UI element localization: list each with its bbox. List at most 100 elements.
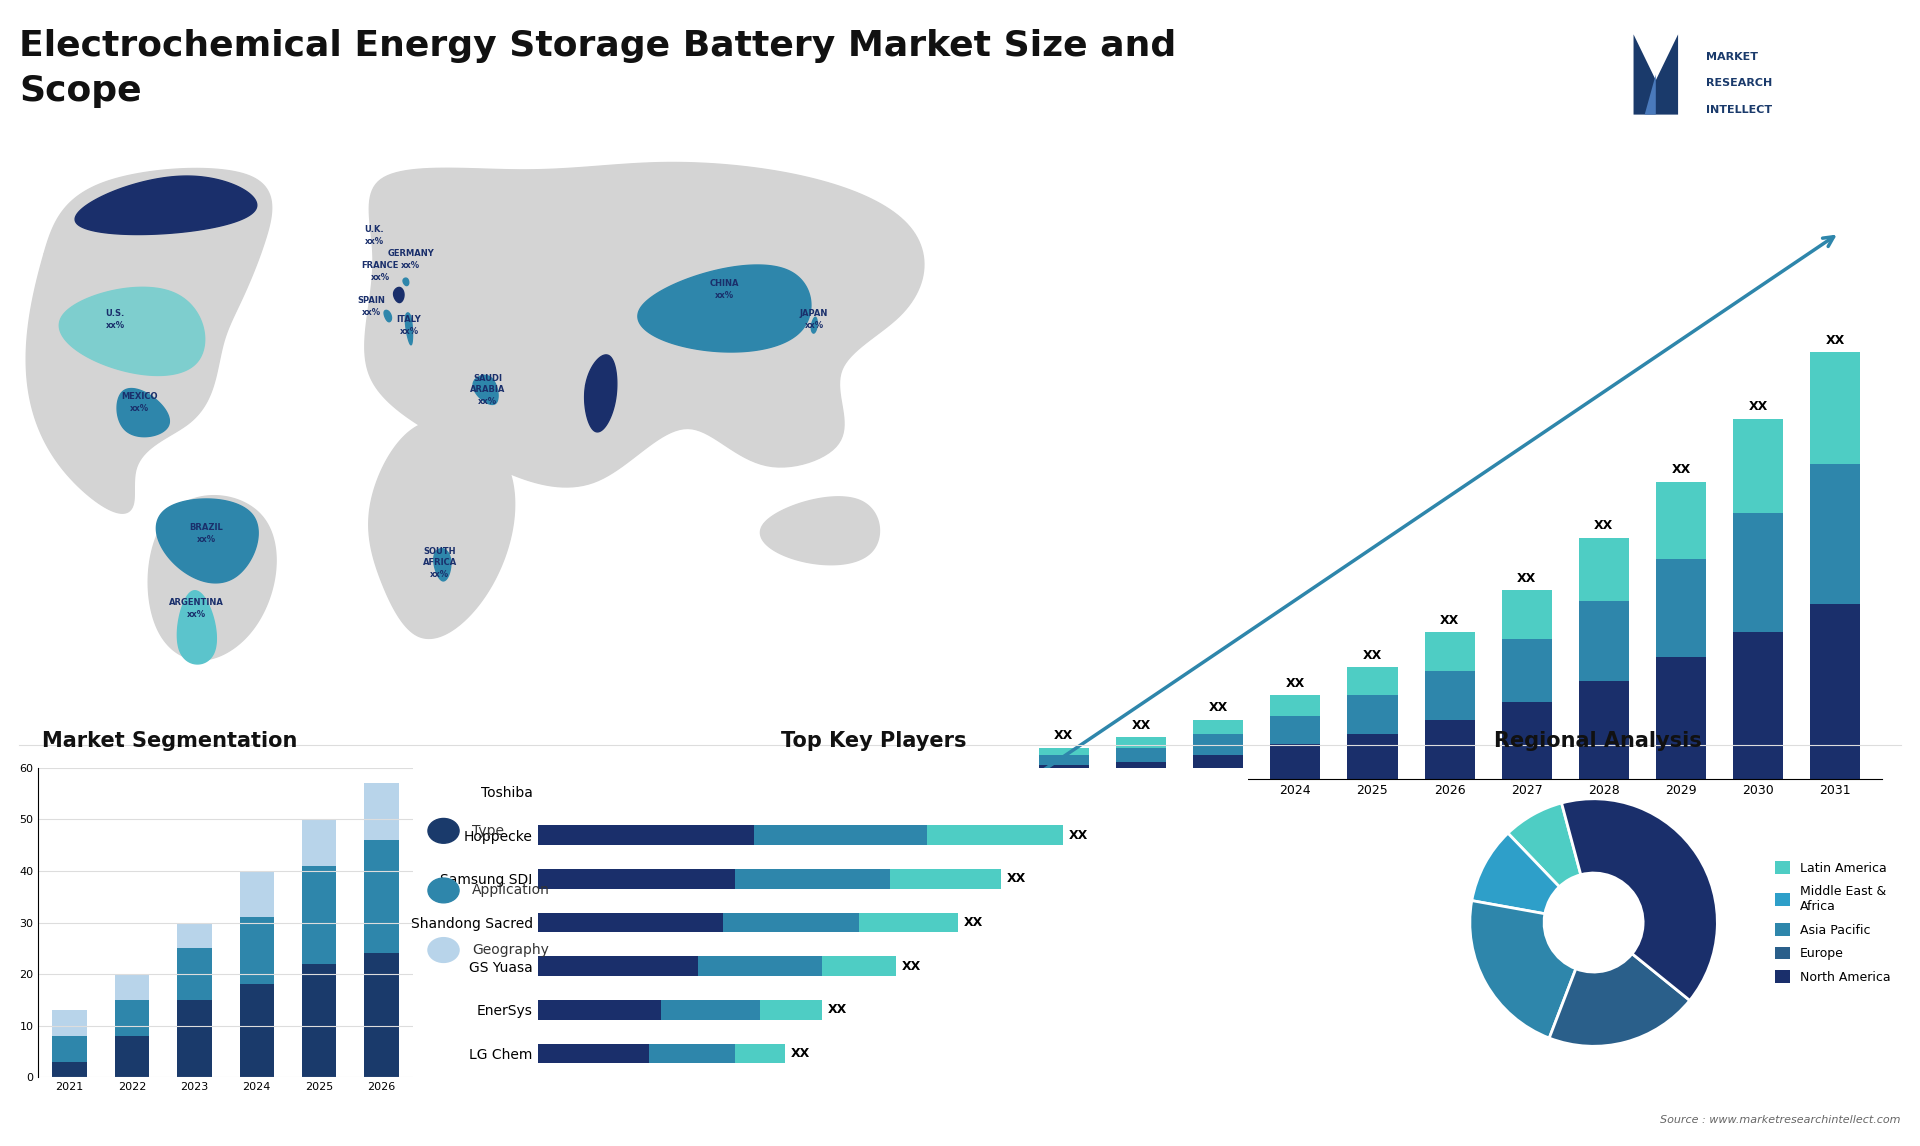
Bar — [538, 1000, 660, 1020]
Text: XX: XX — [1749, 400, 1768, 414]
Bar — [1425, 670, 1475, 720]
Text: xx%: xx% — [159, 213, 177, 222]
Text: XX: XX — [1069, 829, 1089, 842]
Bar — [1734, 419, 1784, 513]
Bar — [240, 984, 275, 1077]
Wedge shape — [1561, 799, 1716, 1000]
Polygon shape — [384, 311, 392, 322]
Bar — [1039, 766, 1089, 779]
Text: Application: Application — [472, 884, 551, 897]
Text: Source : www.marketresearchintellect.com: Source : www.marketresearchintellect.com — [1661, 1115, 1901, 1125]
Bar — [240, 871, 275, 917]
Text: XX: XX — [1208, 701, 1227, 714]
Polygon shape — [403, 278, 409, 285]
Text: ARGENTINA: ARGENTINA — [169, 598, 225, 607]
Bar — [52, 1011, 86, 1036]
Text: XX: XX — [964, 916, 983, 929]
Bar — [1811, 464, 1860, 604]
Bar — [858, 912, 958, 933]
Polygon shape — [369, 419, 515, 638]
Text: XX: XX — [1054, 729, 1073, 743]
Polygon shape — [434, 549, 451, 581]
Polygon shape — [27, 168, 273, 513]
Text: XX: XX — [1594, 519, 1613, 532]
Text: xx%: xx% — [716, 291, 733, 300]
Bar — [1655, 482, 1707, 559]
Bar — [538, 1044, 649, 1063]
Polygon shape — [148, 496, 276, 660]
Bar — [365, 953, 399, 1077]
Polygon shape — [1645, 74, 1655, 115]
Text: Market Segmentation: Market Segmentation — [42, 731, 298, 751]
Bar — [1811, 604, 1860, 779]
Text: xx%: xx% — [401, 261, 420, 270]
Text: SAUDI: SAUDI — [472, 375, 503, 384]
Text: xx%: xx% — [371, 273, 390, 282]
Text: XX: XX — [791, 1046, 810, 1060]
Bar — [1116, 748, 1165, 762]
Bar — [1501, 639, 1551, 702]
Wedge shape — [1549, 953, 1690, 1046]
Bar — [301, 819, 336, 866]
Bar — [365, 784, 399, 840]
Text: XX: XX — [1440, 614, 1459, 627]
Legend: Latin America, Middle East &
Africa, Asia Pacific, Europe, North America: Latin America, Middle East & Africa, Asi… — [1770, 856, 1895, 989]
Text: MEXICO: MEXICO — [121, 392, 157, 401]
Bar — [1501, 702, 1551, 779]
Bar — [724, 912, 858, 933]
Text: Electrochemical Energy Storage Battery Market Size and: Electrochemical Energy Storage Battery M… — [19, 29, 1177, 63]
Bar — [927, 825, 1062, 845]
Polygon shape — [75, 176, 257, 235]
Text: xx%: xx% — [399, 327, 419, 336]
Text: XX: XX — [828, 1003, 847, 1017]
Bar — [177, 949, 211, 999]
Text: xx%: xx% — [363, 307, 380, 316]
Bar — [177, 999, 211, 1077]
Bar — [1655, 657, 1707, 779]
Text: MARKET: MARKET — [1705, 52, 1759, 62]
Text: INTELLECT: INTELLECT — [1705, 105, 1772, 116]
Bar — [1039, 755, 1089, 766]
Bar — [1578, 537, 1628, 601]
Bar — [115, 1036, 150, 1077]
Polygon shape — [812, 317, 818, 333]
Polygon shape — [405, 313, 413, 345]
Bar — [52, 1036, 86, 1061]
Polygon shape — [472, 376, 497, 405]
Bar — [1116, 762, 1165, 779]
Polygon shape — [117, 388, 169, 437]
Bar — [1734, 633, 1784, 779]
Polygon shape — [394, 288, 403, 303]
Text: XX: XX — [1008, 872, 1027, 886]
Text: U.K.: U.K. — [365, 226, 384, 235]
Bar — [1348, 733, 1398, 779]
Bar — [240, 917, 275, 984]
Text: Type: Type — [472, 824, 505, 838]
Text: xx%: xx% — [131, 405, 148, 414]
Text: XX: XX — [1826, 333, 1845, 347]
Text: CANADA: CANADA — [148, 198, 188, 207]
Polygon shape — [760, 497, 879, 565]
Text: Geography: Geography — [472, 943, 549, 957]
Text: SOUTH: SOUTH — [424, 547, 455, 556]
Text: xx%: xx% — [478, 397, 497, 406]
Bar — [1271, 716, 1321, 744]
Text: XX: XX — [1363, 649, 1382, 661]
Polygon shape — [1634, 34, 1678, 115]
Wedge shape — [1471, 901, 1576, 1038]
Bar — [649, 1044, 735, 1063]
Bar — [538, 956, 699, 976]
Text: xx%: xx% — [430, 570, 449, 579]
Bar — [301, 866, 336, 964]
Bar — [822, 956, 897, 976]
Bar — [1039, 748, 1089, 755]
Bar — [1655, 559, 1707, 657]
Text: XX: XX — [1131, 719, 1150, 731]
Bar — [735, 869, 889, 889]
Bar — [1425, 633, 1475, 670]
Text: ARABIA: ARABIA — [470, 385, 505, 394]
Text: xx%: xx% — [591, 398, 611, 407]
Bar — [1578, 601, 1628, 682]
Polygon shape — [177, 590, 217, 664]
Text: FRANCE: FRANCE — [361, 261, 399, 270]
